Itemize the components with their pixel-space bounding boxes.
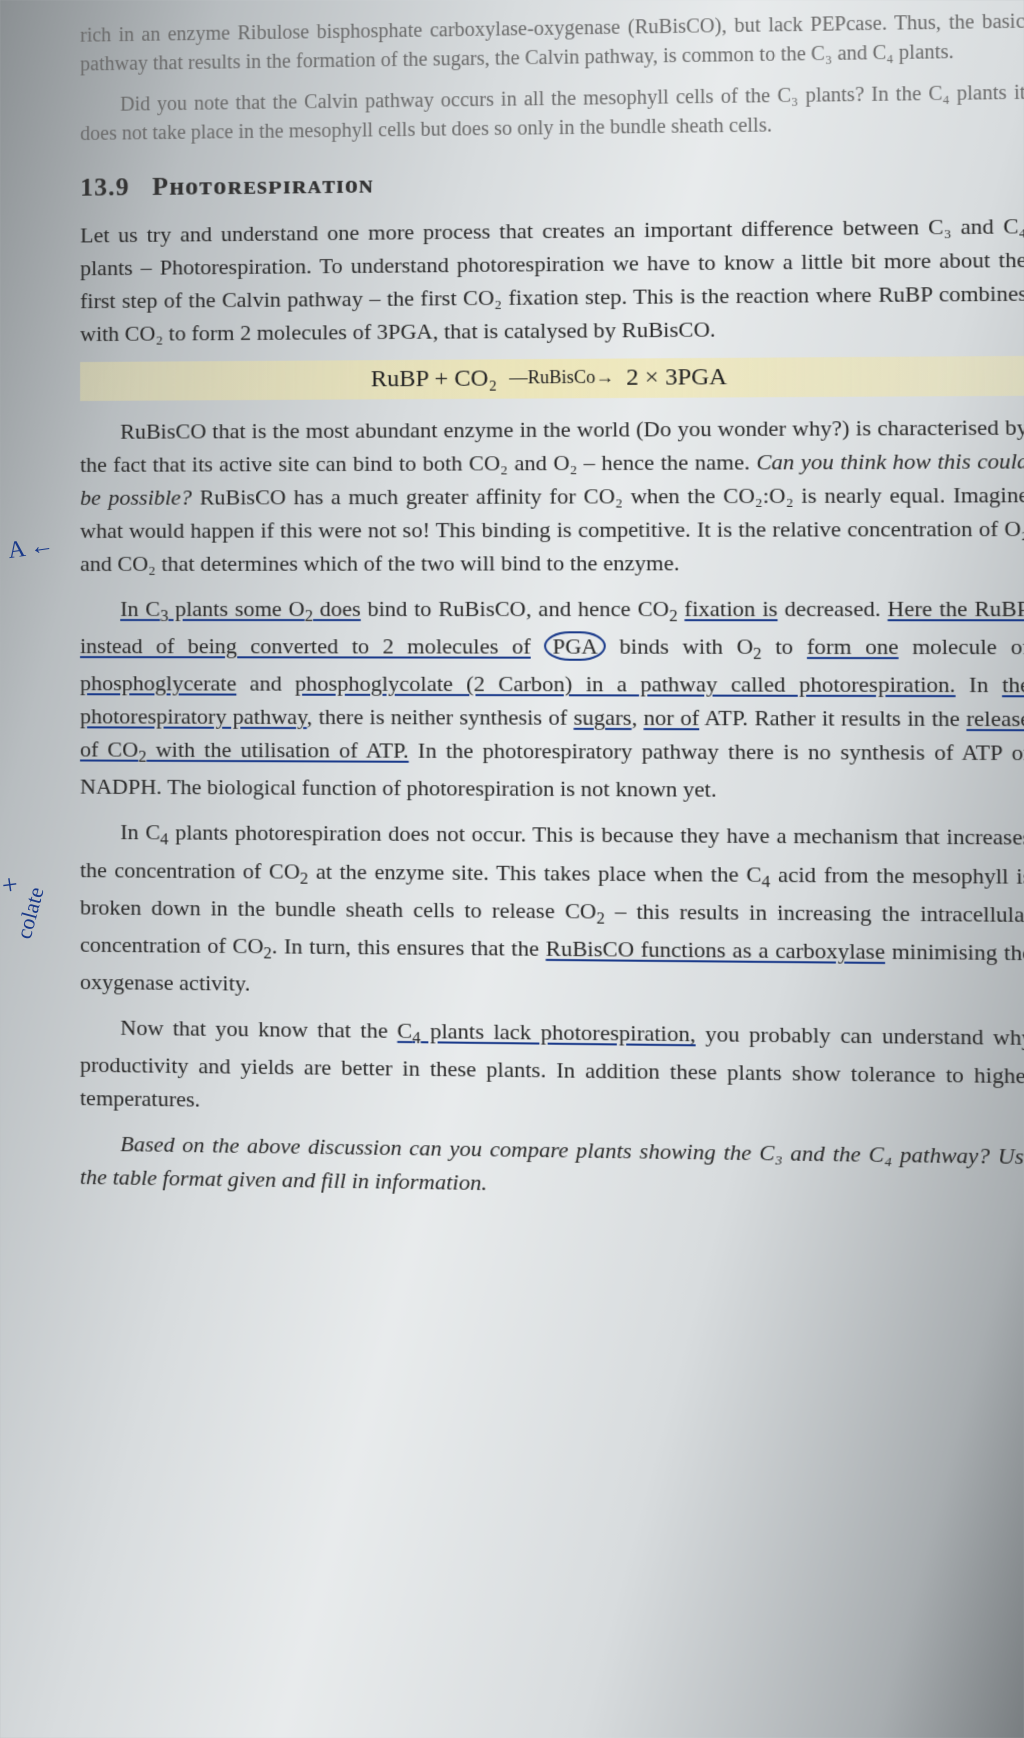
equation-highlight: RuBP + CO₂ —RuBisCo→ 2 × 3PGA [80,356,1024,401]
calvin-line-3: mesophyll cells but does so only in the … [289,114,772,142]
equation-rhs: 2 × 3PGA [626,364,727,391]
paragraph-1: Let us try and understand one more proce… [80,209,1024,350]
equation-lhs: RuBP + CO₂ [371,365,497,392]
intro-line-3: the formation of the sugars, the Calvin … [266,42,867,73]
textbook-page: rich in an enzyme Ribulose bisphosphate … [0,0,1024,1241]
intro-line-1: rich in an enzyme Ribulose bisphosphate … [80,17,620,47]
equation-enzyme: —RuBisCo→ [509,367,614,388]
paragraph-3: In C3 plants some O2 does bind to RuBisC… [80,592,1024,808]
paragraph-2: RuBisCO that is the most abundant enzyme… [80,410,1024,580]
paragraph-6: Based on the above discussion can you co… [80,1126,1024,1207]
para3-underlined-1: In C3 plants some O2 does [120,596,361,621]
intro-line-4: C₄ plants. [872,41,954,64]
para2-part-c: RuBisCO has a much greater affinity for … [80,482,1024,576]
para4-underlined: RuBisCO functions as a carboxylase [546,935,885,964]
section-number: 13.9 [80,172,130,201]
pga-circled: PGA [544,631,606,661]
calvin-line-1: Did you note that the Calvin pathway occ… [120,86,669,115]
para3-underlined-3: phosphoglycolate (2 Carbon) in a pathway… [295,671,956,698]
paragraph-5: Now that you know that the C4 plants lac… [80,1010,1024,1127]
intro-paragraph: rich in an enzyme Ribulose bisphosphate … [80,7,1024,79]
section-heading: 13.9 Pʜᴏᴛᴏʀᴇsᴘɪʀᴀᴛɪᴏɴ [80,162,1024,203]
section-title: Pʜᴏᴛᴏʀᴇsᴘɪʀᴀᴛɪᴏɴ [152,169,374,200]
calvin-note-paragraph: Did you note that the Calvin pathway occ… [80,79,1024,149]
paragraph-4: In C4 plants photorespiration does not o… [80,815,1024,1008]
para5-underlined: C4 plants lack photorespiration, [397,1018,695,1047]
